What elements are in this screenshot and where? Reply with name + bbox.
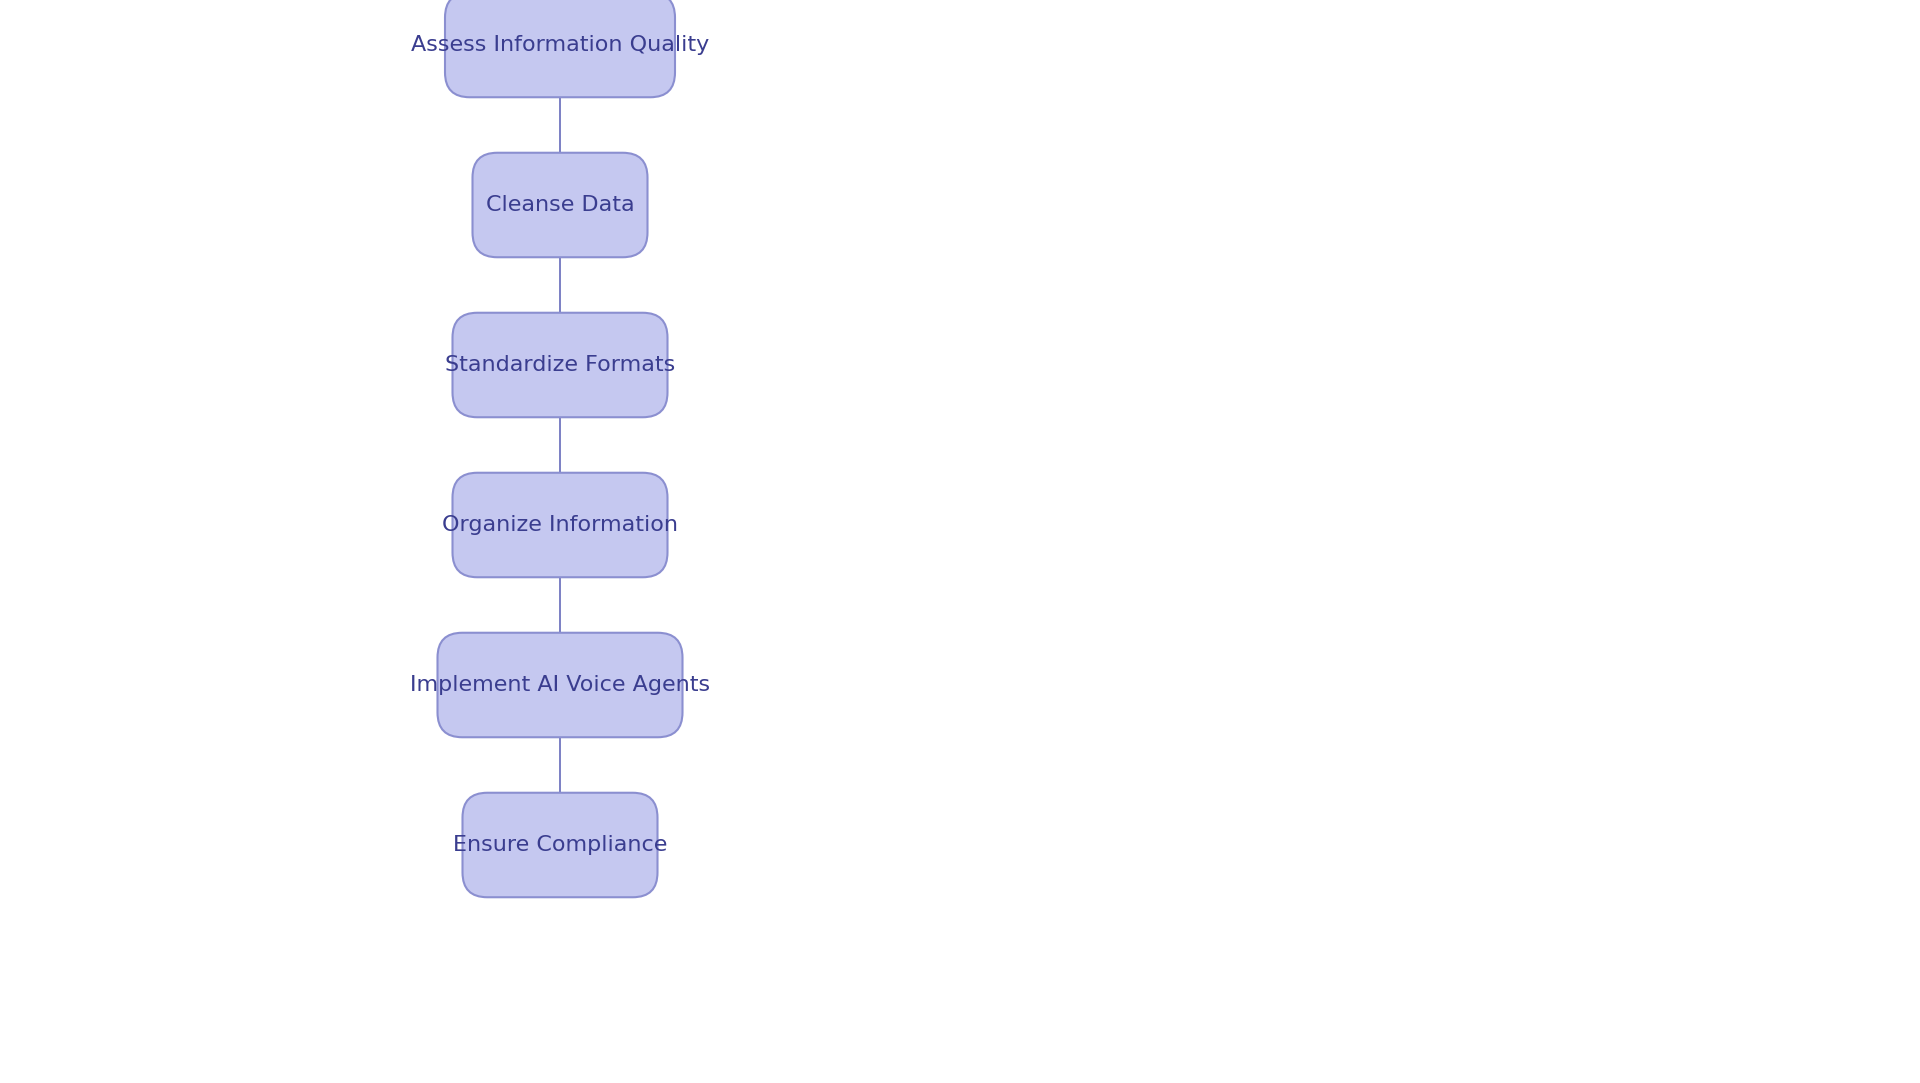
FancyBboxPatch shape — [445, 0, 676, 97]
Text: Cleanse Data: Cleanse Data — [486, 195, 634, 216]
FancyBboxPatch shape — [472, 153, 647, 258]
FancyBboxPatch shape — [438, 632, 682, 738]
Text: Assess Information Quality: Assess Information Quality — [411, 35, 708, 55]
FancyBboxPatch shape — [463, 793, 657, 897]
FancyBboxPatch shape — [453, 313, 668, 417]
Text: Organize Information: Organize Information — [442, 516, 678, 535]
FancyBboxPatch shape — [453, 473, 668, 577]
Text: Standardize Formats: Standardize Formats — [445, 355, 676, 375]
Text: Ensure Compliance: Ensure Compliance — [453, 835, 666, 854]
Text: Implement AI Voice Agents: Implement AI Voice Agents — [411, 675, 710, 695]
